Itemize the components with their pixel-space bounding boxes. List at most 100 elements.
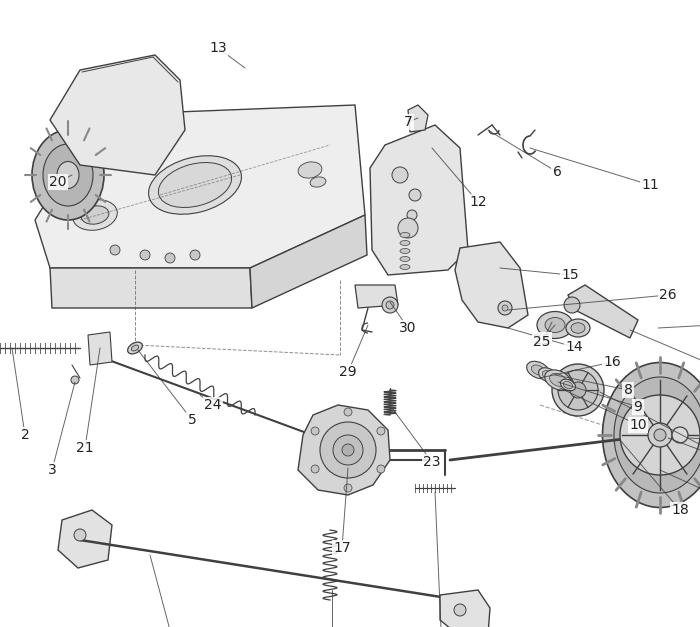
Text: 16: 16: [603, 355, 621, 369]
Circle shape: [564, 297, 580, 313]
Text: 25: 25: [533, 333, 551, 347]
Ellipse shape: [400, 265, 410, 270]
Ellipse shape: [400, 256, 410, 261]
Polygon shape: [355, 285, 398, 308]
Text: 23: 23: [424, 455, 441, 469]
Text: 17: 17: [333, 541, 351, 555]
Polygon shape: [370, 125, 468, 275]
Ellipse shape: [564, 381, 573, 389]
Circle shape: [342, 444, 354, 456]
Ellipse shape: [545, 317, 565, 332]
Ellipse shape: [537, 312, 573, 339]
Ellipse shape: [614, 377, 700, 493]
Text: 26: 26: [659, 288, 677, 302]
Polygon shape: [298, 405, 390, 495]
Polygon shape: [88, 332, 112, 365]
Polygon shape: [250, 215, 367, 308]
Text: 24: 24: [204, 398, 222, 412]
Ellipse shape: [542, 371, 554, 379]
Ellipse shape: [158, 162, 232, 208]
Circle shape: [672, 427, 688, 443]
Text: 2: 2: [20, 428, 29, 442]
Ellipse shape: [132, 345, 139, 351]
Circle shape: [392, 167, 408, 183]
Circle shape: [377, 427, 385, 435]
Ellipse shape: [550, 374, 566, 386]
Circle shape: [398, 218, 418, 238]
Text: 10: 10: [629, 418, 647, 432]
Ellipse shape: [127, 342, 142, 354]
Polygon shape: [35, 105, 365, 268]
Circle shape: [140, 250, 150, 260]
Text: 9: 9: [634, 400, 643, 414]
Circle shape: [74, 529, 86, 541]
Polygon shape: [568, 285, 638, 338]
Circle shape: [71, 376, 79, 384]
Circle shape: [558, 370, 598, 410]
Ellipse shape: [81, 206, 109, 224]
Text: 12: 12: [469, 195, 486, 209]
Circle shape: [498, 301, 512, 315]
Text: 29: 29: [340, 365, 357, 379]
Ellipse shape: [73, 200, 118, 230]
Text: 13: 13: [209, 41, 227, 55]
Ellipse shape: [43, 144, 93, 206]
Circle shape: [409, 189, 421, 201]
Ellipse shape: [561, 379, 575, 391]
Circle shape: [382, 297, 398, 313]
Ellipse shape: [400, 241, 410, 246]
Text: 14: 14: [565, 340, 583, 354]
Ellipse shape: [531, 365, 545, 375]
Text: 21: 21: [76, 441, 94, 455]
Circle shape: [333, 435, 363, 465]
Text: 18: 18: [671, 503, 689, 517]
Text: 6: 6: [552, 165, 561, 179]
Ellipse shape: [538, 368, 557, 382]
Ellipse shape: [571, 323, 585, 333]
Ellipse shape: [526, 361, 550, 379]
Ellipse shape: [32, 130, 104, 220]
Ellipse shape: [310, 177, 326, 187]
Polygon shape: [408, 105, 428, 132]
Text: 15: 15: [561, 268, 579, 282]
Ellipse shape: [603, 362, 700, 507]
Ellipse shape: [57, 162, 79, 189]
Text: 30: 30: [399, 321, 416, 335]
Circle shape: [190, 250, 200, 260]
Ellipse shape: [148, 155, 242, 214]
Circle shape: [320, 422, 376, 478]
Text: 11: 11: [641, 178, 659, 192]
Circle shape: [648, 423, 672, 447]
Ellipse shape: [400, 233, 410, 238]
Polygon shape: [440, 590, 490, 627]
Text: 5: 5: [188, 413, 197, 427]
Text: 3: 3: [48, 463, 57, 477]
Ellipse shape: [566, 319, 590, 337]
Circle shape: [311, 427, 319, 435]
Circle shape: [454, 604, 466, 616]
Text: 7: 7: [404, 115, 412, 129]
Circle shape: [654, 429, 666, 441]
Ellipse shape: [298, 162, 322, 178]
Circle shape: [344, 408, 352, 416]
Circle shape: [311, 465, 319, 473]
Circle shape: [165, 253, 175, 263]
Ellipse shape: [552, 364, 604, 416]
Ellipse shape: [400, 248, 410, 253]
Circle shape: [344, 484, 352, 492]
Circle shape: [377, 465, 385, 473]
Circle shape: [620, 395, 700, 475]
Circle shape: [407, 210, 417, 220]
Text: 20: 20: [49, 175, 66, 189]
Text: 25: 25: [533, 335, 551, 349]
Polygon shape: [455, 242, 528, 328]
Circle shape: [386, 301, 394, 309]
Polygon shape: [50, 55, 185, 175]
Circle shape: [502, 305, 508, 311]
Circle shape: [110, 245, 120, 255]
Polygon shape: [58, 510, 112, 568]
Ellipse shape: [545, 370, 571, 390]
Text: 8: 8: [624, 383, 632, 397]
Circle shape: [570, 382, 586, 398]
Polygon shape: [50, 268, 252, 308]
